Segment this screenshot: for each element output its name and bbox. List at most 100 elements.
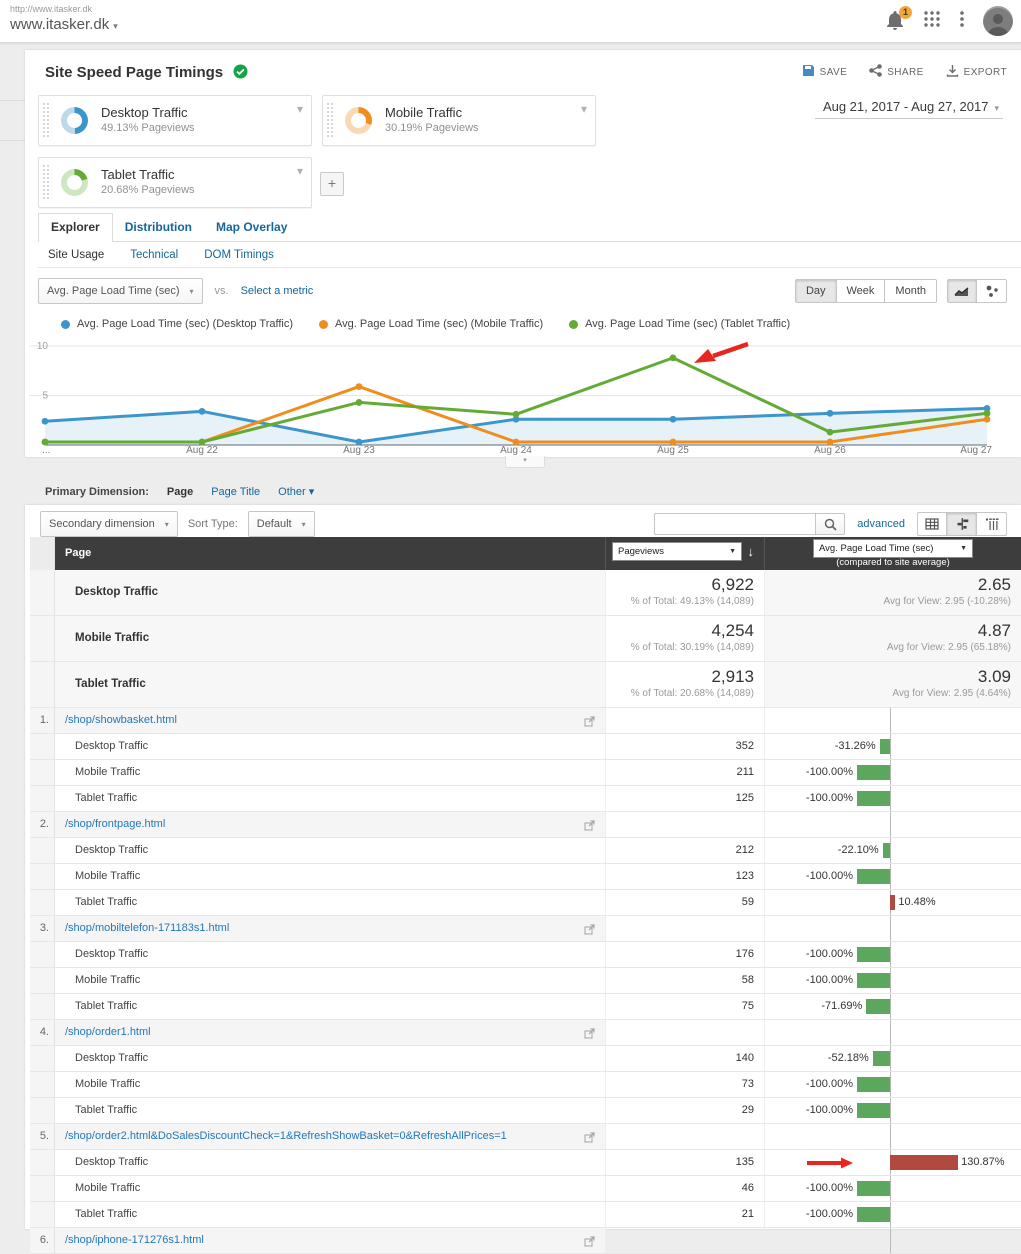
table-row-segment: Desktop Traffic 176 -100.00%	[30, 942, 1021, 968]
segment-row-label: Desktop Traffic	[75, 948, 149, 960]
metric-cell: -100.00%	[765, 760, 1021, 785]
row-gutter	[30, 734, 55, 759]
metric-cell: -100.00%	[765, 1072, 1021, 1097]
chevron-down-icon: ▾	[523, 457, 527, 464]
metric-group-links: Site Usage Technical DOM Timings	[38, 242, 1021, 268]
page-link[interactable]: /shop/order2.html&DoSalesDiscountCheck=1…	[65, 1130, 507, 1142]
granularity-day[interactable]: Day	[794, 279, 837, 303]
metric-avg-for-view: Avg for View: 2.95 (-10.28%)	[883, 596, 1011, 607]
page-link[interactable]: /shop/iphone-171276s1.html	[65, 1234, 204, 1246]
comparison-axis	[890, 760, 891, 785]
account-selector[interactable]: www.itasker.dk ▾	[10, 16, 118, 33]
svg-text:...: ...	[42, 445, 50, 456]
save-label: SAVE	[819, 66, 848, 78]
red-arrow-annotation	[807, 1156, 853, 1174]
line-chart-view-button[interactable]	[947, 279, 977, 303]
notifications-bell-icon[interactable]: 1	[885, 6, 912, 32]
page-link[interactable]: /shop/order1.html	[65, 1026, 151, 1038]
page-link[interactable]: /shop/mobiltelefon-171183s1.html	[65, 922, 230, 934]
account-name: www.itasker.dk	[10, 16, 110, 33]
add-segment-button[interactable]: +	[320, 172, 344, 196]
data-view-button[interactable]	[917, 512, 947, 536]
select-metric-link[interactable]: Select a metric	[240, 285, 314, 297]
share-icon	[869, 64, 883, 80]
dimension-other[interactable]: Other ▾	[278, 486, 315, 498]
segment-card[interactable]: Desktop Traffic 49.13% Pageviews ▾	[38, 95, 312, 146]
sort-descending-icon[interactable]: ↓	[747, 544, 755, 559]
subtab-site-usage[interactable]: Site Usage	[48, 248, 105, 261]
comparison-bar	[890, 1155, 959, 1170]
apps-grid-icon[interactable]	[923, 10, 941, 33]
segment-name: Desktop Traffic	[101, 105, 188, 120]
chart-collapse-handle[interactable]: ▾	[505, 456, 545, 468]
external-link-icon[interactable]	[584, 714, 595, 732]
secondary-dimension-button[interactable]: Secondary dimension ▾	[40, 511, 178, 537]
table-header-row: Page Pageviews ▼ ↓ Avg. Page Load Time (…	[30, 537, 1021, 570]
table-search-input[interactable]	[654, 513, 816, 535]
pageviews-value: 21	[605, 1202, 765, 1227]
date-range-selector[interactable]: Aug 21, 2017 - Aug 27, 2017 ▾	[814, 97, 1003, 119]
export-icon	[946, 64, 959, 80]
comparison-axis	[890, 942, 891, 967]
subtab-dom-timings[interactable]: DOM Timings	[204, 248, 274, 261]
search-button[interactable]	[815, 513, 846, 535]
metric-cell: -100.00%	[765, 968, 1021, 993]
row-gutter	[30, 570, 55, 615]
comparison-view-button[interactable]	[947, 512, 977, 536]
granularity-month[interactable]: Month	[885, 279, 937, 303]
comparison-bar	[879, 739, 890, 754]
pivot-view-button[interactable]	[977, 512, 1007, 536]
comparison-bar	[857, 869, 890, 884]
segment-drag-handle[interactable]	[42, 164, 49, 201]
pageviews-cell	[605, 916, 765, 941]
chevron-down-icon: ▾	[994, 103, 999, 113]
segment-card[interactable]: Tablet Traffic 20.68% Pageviews ▾	[38, 157, 312, 208]
granularity-week[interactable]: Week	[836, 279, 886, 303]
timeseries-chart[interactable]: 10 5... Aug 22 Aug 23 Aug 24 Aug 25 Aug 26 Aug …	[30, 338, 1021, 456]
page-link[interactable]: /shop/frontpage.html	[65, 818, 166, 830]
external-link-icon[interactable]	[584, 1026, 595, 1044]
granularity-buttons: Day Week Month	[794, 279, 937, 303]
report-tabs: Explorer Distribution Map Overlay	[38, 213, 1021, 242]
summary-metric: 3.09 Avg for View: 2.95 (4.64%)	[765, 662, 1021, 707]
comparison-value: -100.00%	[805, 1208, 853, 1220]
table-row-segment: Tablet Traffic 125 -100.00%	[30, 786, 1021, 812]
pageviews-column-selector[interactable]: Pageviews ▼	[612, 542, 742, 561]
metric-total: 2.65	[977, 575, 1011, 594]
save-button[interactable]: SAVE	[802, 64, 848, 80]
table-row-page: 3. /shop/mobiltelefon-171183s1.html	[30, 916, 1021, 942]
chevron-down-icon[interactable]: ▾	[296, 102, 303, 116]
chevron-down-icon[interactable]: ▾	[296, 164, 303, 178]
sort-type-value: Default	[256, 518, 292, 530]
row-gutter	[30, 1072, 55, 1097]
kebab-menu-icon[interactable]	[959, 10, 965, 33]
chevron-down-icon[interactable]: ▾	[580, 102, 587, 116]
sort-type-button[interactable]: Default ▾	[247, 511, 315, 537]
comparison-value: -100.00%	[805, 1182, 853, 1194]
tab-distribution[interactable]: Distribution	[124, 220, 193, 234]
external-link-icon[interactable]	[584, 922, 595, 940]
avatar[interactable]	[983, 6, 1013, 36]
metric-dropdown[interactable]: Avg. Page Load Time (sec) ▾	[38, 278, 203, 304]
subtab-technical[interactable]: Technical	[130, 248, 179, 261]
advanced-search-link[interactable]: advanced	[857, 518, 905, 530]
page-link[interactable]: /shop/showbasket.html	[65, 714, 177, 726]
metric-column-selector[interactable]: Avg. Page Load Time (sec) ▼	[813, 539, 973, 558]
table-row-segment: Mobile Traffic 211 -100.00%	[30, 760, 1021, 786]
tab-explorer[interactable]: Explorer	[38, 213, 113, 242]
tab-map-overlay[interactable]: Map Overlay	[216, 220, 288, 234]
external-link-icon[interactable]	[584, 1130, 595, 1148]
external-link-icon[interactable]	[584, 818, 595, 836]
share-label: SHARE	[887, 66, 924, 78]
segment-drag-handle[interactable]	[326, 102, 333, 139]
row-gutter	[30, 786, 55, 811]
segment-card[interactable]: Mobile Traffic 30.19% Pageviews ▾	[322, 95, 596, 146]
export-button[interactable]: EXPORT	[946, 64, 1007, 80]
dimension-page[interactable]: Page	[166, 486, 194, 498]
dimension-page-title[interactable]: Page Title	[211, 486, 261, 498]
share-button[interactable]: SHARE	[869, 64, 923, 80]
external-link-icon[interactable]	[584, 1234, 595, 1252]
segment-drag-handle[interactable]	[42, 102, 49, 139]
motion-chart-view-button[interactable]	[977, 279, 1007, 303]
pageviews-value: 59	[605, 890, 765, 915]
